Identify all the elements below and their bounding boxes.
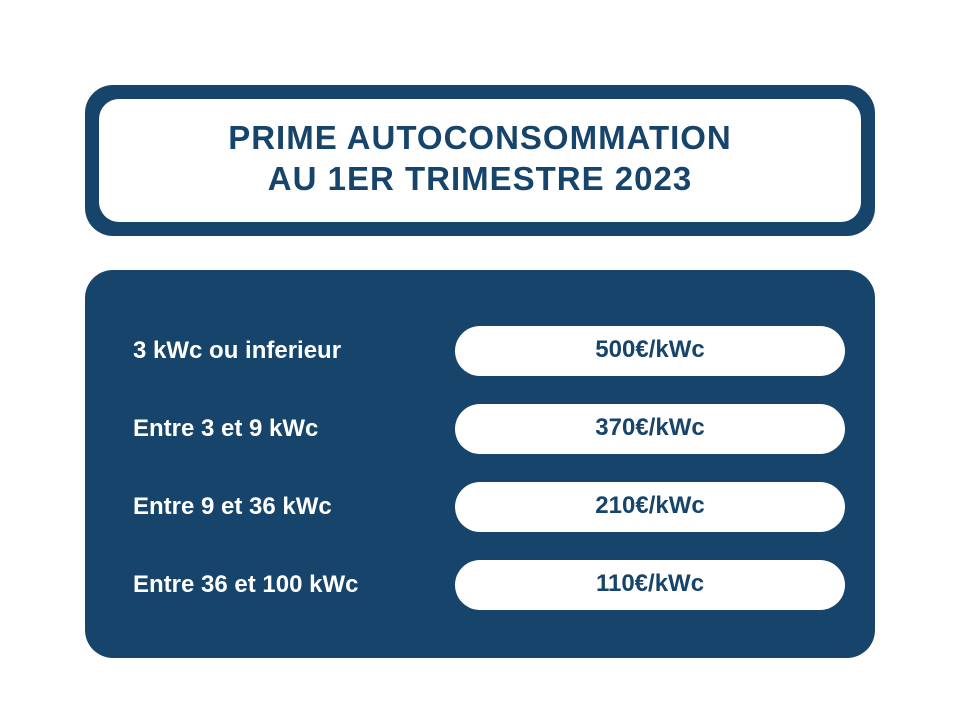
price-pill: 210€/kWc bbox=[455, 482, 845, 532]
table-row: Entre 3 et 9 kWc 370€/kWc bbox=[115, 404, 845, 454]
table-row: 3 kWc ou inferieur 500€/kWc bbox=[115, 326, 845, 376]
price-pill: 110€/kWc bbox=[455, 560, 845, 610]
header-line-1: PRIME AUTOCONSOMMATION bbox=[119, 117, 841, 158]
price-pill: 370€/kWc bbox=[455, 404, 845, 454]
header-line-2: AU 1ER TRIMESTRE 2023 bbox=[119, 158, 841, 199]
table-row: Entre 9 et 36 kWc 210€/kWc bbox=[115, 482, 845, 532]
range-label: Entre 9 et 36 kWc bbox=[115, 493, 455, 521]
range-label: Entre 3 et 9 kWc bbox=[115, 415, 455, 443]
table-row: Entre 36 et 100 kWc 110€/kWc bbox=[115, 560, 845, 610]
price-pill: 500€/kWc bbox=[455, 326, 845, 376]
pricing-table: 3 kWc ou inferieur 500€/kWc Entre 3 et 9… bbox=[85, 270, 875, 658]
header-inner: PRIME AUTOCONSOMMATION AU 1ER TRIMESTRE … bbox=[99, 99, 861, 222]
range-label: 3 kWc ou inferieur bbox=[115, 337, 455, 365]
header-card: PRIME AUTOCONSOMMATION AU 1ER TRIMESTRE … bbox=[85, 85, 875, 236]
range-label: Entre 36 et 100 kWc bbox=[115, 571, 455, 599]
